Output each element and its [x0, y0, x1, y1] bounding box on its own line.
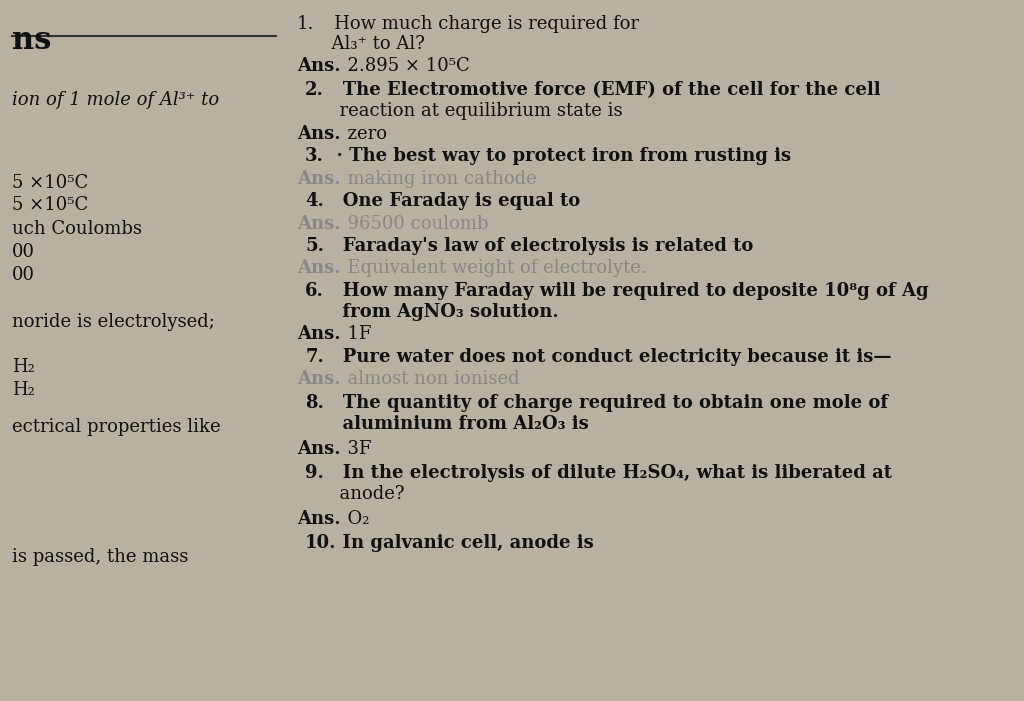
- Text: almost non ionised: almost non ionised: [336, 370, 519, 388]
- Text: H₂: H₂: [12, 358, 35, 376]
- Text: uch Coulombs: uch Coulombs: [12, 220, 142, 238]
- Text: 4.: 4.: [305, 192, 324, 210]
- Text: Ans.: Ans.: [297, 370, 341, 388]
- Text: In the electrolysis of dilute H₂SO₄, what is liberated at: In the electrolysis of dilute H₂SO₄, wha…: [324, 464, 892, 482]
- Text: H₂: H₂: [12, 381, 35, 400]
- Text: 5.: 5.: [305, 237, 325, 255]
- Text: How many Faraday will be required to deposite 10⁸g of Ag: How many Faraday will be required to dep…: [324, 282, 928, 300]
- Text: How much charge is required for: How much charge is required for: [317, 15, 639, 34]
- Text: Equivalent weight of electrolyte.: Equivalent weight of electrolyte.: [336, 259, 646, 278]
- Text: 3.: 3.: [305, 147, 324, 165]
- Text: 96500 coulomb: 96500 coulomb: [336, 215, 488, 233]
- Text: Faraday's law of electrolysis is related to: Faraday's law of electrolysis is related…: [324, 237, 753, 255]
- Text: Al₃⁺ to Al?: Al₃⁺ to Al?: [297, 35, 425, 53]
- Text: making iron cathode: making iron cathode: [336, 170, 537, 188]
- Text: Pure water does not conduct electricity because it is—: Pure water does not conduct electricity …: [324, 348, 891, 366]
- Text: In galvanic cell, anode is: In galvanic cell, anode is: [330, 534, 594, 552]
- Text: Ans.: Ans.: [297, 170, 341, 188]
- Text: O₂: O₂: [336, 510, 370, 529]
- Text: 1.: 1.: [297, 15, 314, 34]
- Text: 7.: 7.: [305, 348, 324, 366]
- Text: Ans.: Ans.: [297, 325, 341, 343]
- Text: anode?: anode?: [305, 485, 404, 503]
- Text: is passed, the mass: is passed, the mass: [12, 548, 188, 566]
- Text: · The best way to protect iron from rusting is: · The best way to protect iron from rust…: [324, 147, 791, 165]
- Text: zero: zero: [336, 125, 387, 143]
- Text: Ans.: Ans.: [297, 57, 341, 76]
- Text: 6.: 6.: [305, 282, 324, 300]
- Text: 00: 00: [12, 243, 35, 261]
- Text: reaction at equilibrium state is: reaction at equilibrium state is: [305, 102, 623, 121]
- Text: 2.895 × 10⁵C: 2.895 × 10⁵C: [336, 57, 470, 76]
- Text: The quantity of charge required to obtain one mole of: The quantity of charge required to obtai…: [324, 394, 888, 412]
- Text: 2.: 2.: [305, 81, 324, 100]
- Text: Ans.: Ans.: [297, 125, 341, 143]
- Text: 1F: 1F: [336, 325, 372, 343]
- Text: ion of 1 mole of Al³⁺ to: ion of 1 mole of Al³⁺ to: [12, 91, 219, 109]
- Text: 10.: 10.: [305, 534, 337, 552]
- Text: The Electromotive force (EMF) of the cell for the cell: The Electromotive force (EMF) of the cel…: [324, 81, 881, 100]
- Text: Ans.: Ans.: [297, 215, 341, 233]
- Text: Ans.: Ans.: [297, 440, 341, 458]
- Text: Ans.: Ans.: [297, 259, 341, 278]
- Text: ectrical properties like: ectrical properties like: [12, 418, 221, 436]
- Text: from AgNO₃ solution.: from AgNO₃ solution.: [305, 303, 559, 321]
- Text: 00: 00: [12, 266, 35, 284]
- Text: One Faraday is equal to: One Faraday is equal to: [324, 192, 580, 210]
- Text: 5 ×10⁵C: 5 ×10⁵C: [12, 196, 88, 215]
- Text: 3F: 3F: [336, 440, 372, 458]
- Text: Ans.: Ans.: [297, 510, 341, 529]
- Text: 8.: 8.: [305, 394, 324, 412]
- Text: noride is electrolysed;: noride is electrolysed;: [12, 313, 215, 331]
- Text: 9.: 9.: [305, 464, 324, 482]
- Text: aluminium from Al₂O₃ is: aluminium from Al₂O₃ is: [305, 415, 589, 433]
- Text: ns: ns: [12, 25, 51, 55]
- Text: 5 ×10⁵C: 5 ×10⁵C: [12, 174, 88, 192]
